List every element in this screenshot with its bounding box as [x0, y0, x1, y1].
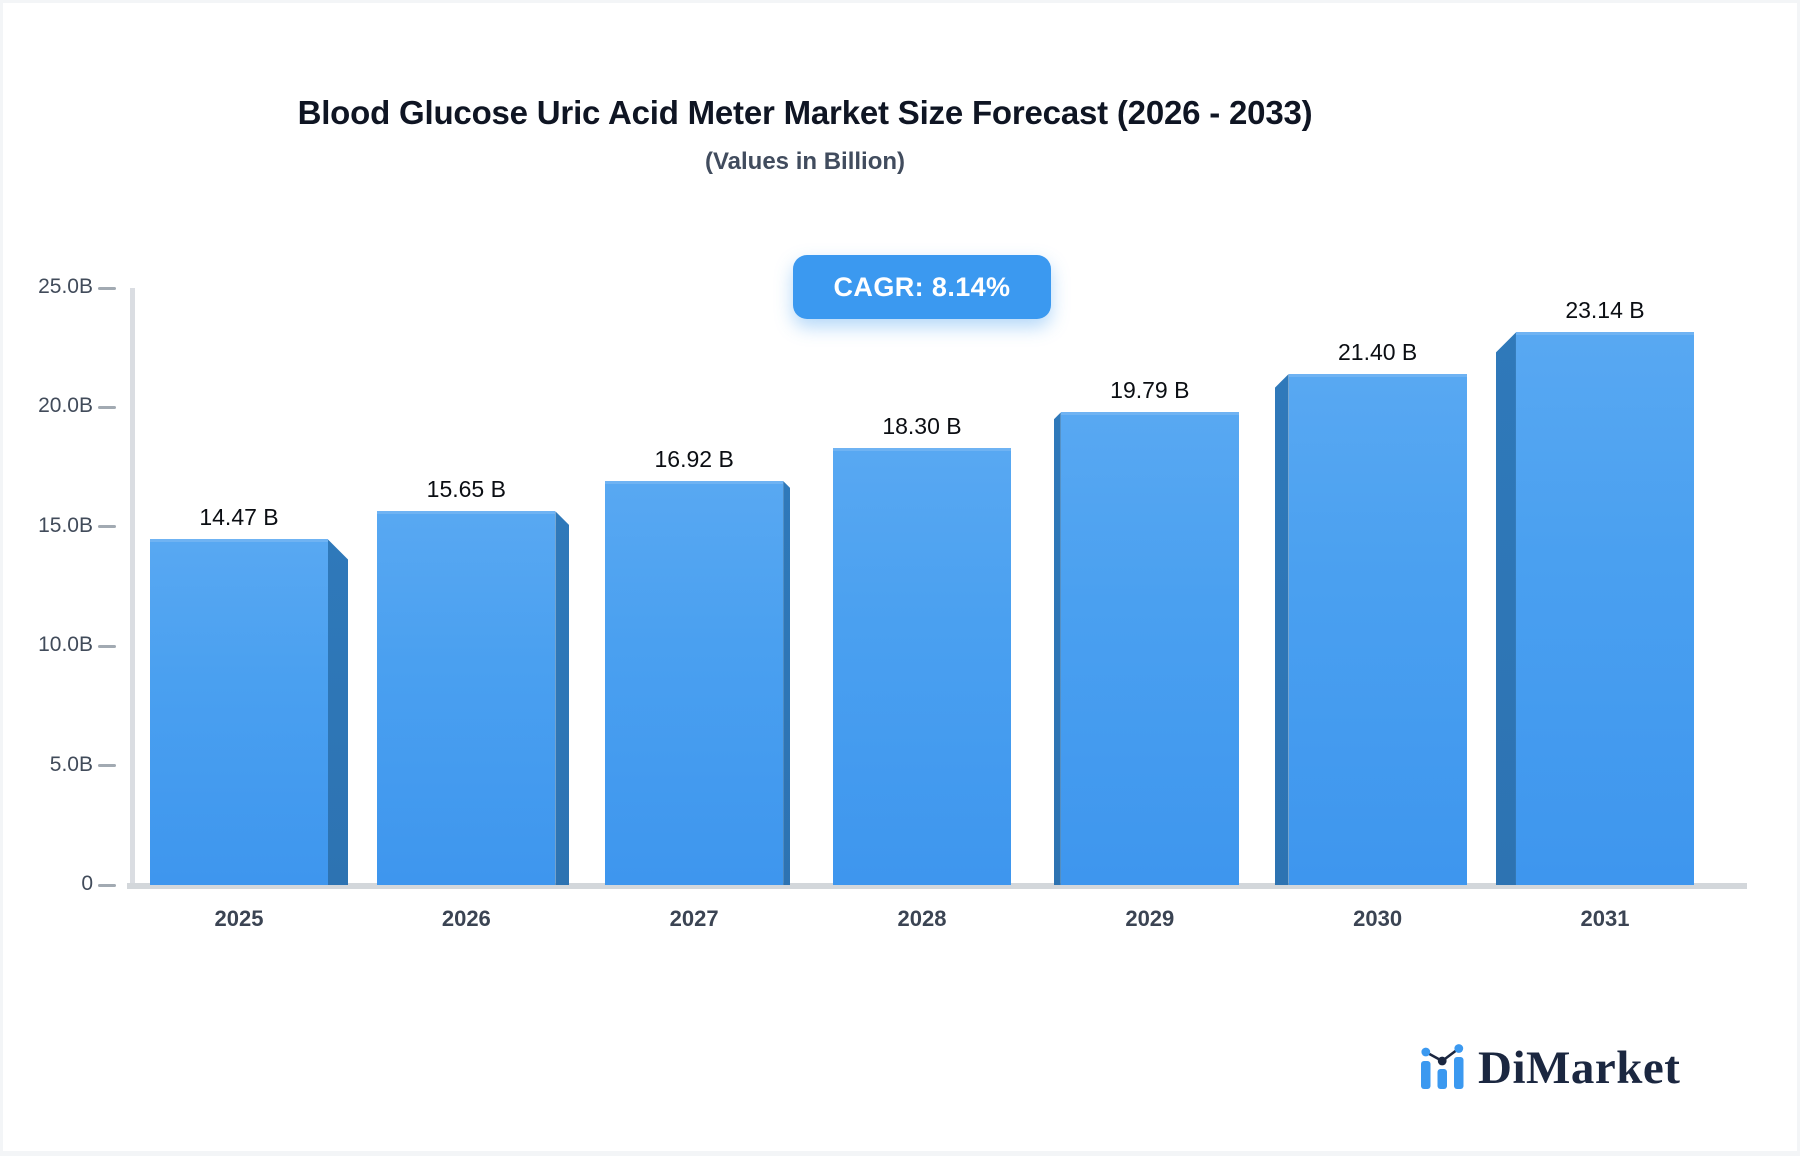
- bar-face[interactable]: [150, 539, 328, 885]
- x-axis-label: 2028: [897, 906, 947, 931]
- brand-chart-icon: [1420, 1044, 1466, 1092]
- bar-value-label: 18.30 B: [882, 412, 962, 439]
- y-tick-mark: [98, 405, 116, 409]
- bar-2027[interactable]: [605, 480, 791, 885]
- chart-title: Blood Glucose Uric Acid Meter Market Siz…: [297, 94, 1313, 131]
- bar-face[interactable]: [832, 447, 1011, 885]
- bar-value-label: 23.14 B: [1565, 297, 1645, 324]
- y-tick-mark: [98, 286, 116, 290]
- brand-wordmark: DiMarket: [1478, 1041, 1681, 1094]
- x-axis-label: 2029: [1125, 906, 1175, 931]
- bar-2028[interactable]: [832, 447, 1011, 885]
- bar-3d-side: [1274, 373, 1289, 885]
- y-axis-tick-label: 20.0B: [38, 394, 93, 418]
- bar-3d-side: [1495, 332, 1516, 885]
- y-axis-tick-label: 0: [81, 872, 93, 895]
- bar-value-label: 14.47 B: [199, 504, 279, 531]
- y-tick-mark: [98, 525, 116, 529]
- x-axis-label: 2030: [1353, 906, 1403, 931]
- frame-edge: [0, 1151, 1800, 1156]
- bar-2031[interactable]: [1495, 332, 1694, 885]
- bar-2025[interactable]: [150, 539, 348, 885]
- y-axis-tick-label: 5.0B: [49, 752, 93, 776]
- cagr-badge: CAGR: 8.14%: [793, 255, 1051, 319]
- y-axis-line: [130, 288, 135, 885]
- bar-face[interactable]: [377, 511, 556, 885]
- bar-face[interactable]: [1288, 373, 1467, 885]
- y-axis-tick-label: 25.0B: [38, 275, 93, 298]
- bar-2030[interactable]: [1274, 373, 1467, 885]
- y-tick-mark: [98, 644, 116, 648]
- bar-2029[interactable]: [1053, 412, 1239, 885]
- bar-value-label: 19.79 B: [1110, 377, 1190, 404]
- bar-2026[interactable]: [377, 511, 570, 885]
- bar-face[interactable]: [1515, 332, 1694, 885]
- y-axis-tick-label: 10.0B: [38, 633, 93, 657]
- frame-edge: [0, 0, 1800, 3]
- bar-value-label: 15.65 B: [426, 476, 506, 503]
- x-axis-label: 2026: [441, 906, 491, 931]
- y-tick-mark: [98, 764, 116, 768]
- bar-3d-side: [555, 511, 570, 885]
- x-axis-label: 2025: [214, 906, 264, 931]
- bar-value-label: 21.40 B: [1337, 338, 1418, 365]
- chart-subtitle: (Values in Billion): [704, 148, 906, 175]
- x-axis-label: 2031: [1580, 906, 1630, 931]
- y-tick-mark: [98, 883, 116, 887]
- bar-3d-side: [783, 480, 791, 885]
- bar-value-label: 16.92 B: [654, 445, 734, 472]
- cagr-badge-label: CAGR: 8.14%: [833, 271, 1011, 302]
- bar-3d-side: [328, 539, 348, 885]
- frame-edge: [0, 0, 3, 1156]
- bar-3d-side: [1053, 412, 1061, 885]
- y-axis-tick-label: 15.0B: [38, 513, 93, 537]
- brand-logo[interactable]: DiMarket: [1420, 1044, 1680, 1092]
- bar-face[interactable]: [605, 480, 784, 885]
- x-axis-baseline: [127, 883, 1747, 889]
- x-axis-label: 2027: [669, 906, 719, 931]
- bar-face[interactable]: [1060, 412, 1239, 885]
- frame-edge: [1797, 0, 1800, 1156]
